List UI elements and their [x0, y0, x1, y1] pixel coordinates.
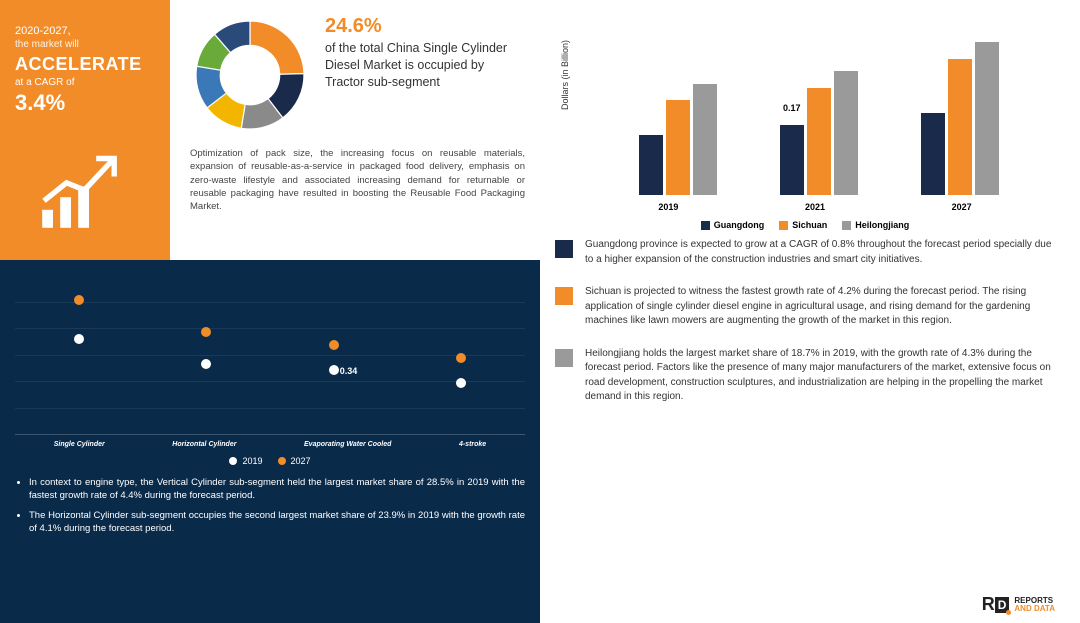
scatter-bullet: The Horizontal Cylinder sub-segment occu… — [29, 509, 525, 536]
donut-desc: of the total China Single Cylinder Diese… — [325, 40, 525, 91]
bullet-text: Guangdong province is expected to grow a… — [585, 238, 1055, 267]
accelerate-label: ACCELERATE — [15, 54, 155, 75]
scatter-point — [329, 365, 339, 375]
bullet-marker — [555, 349, 573, 367]
scatter-point — [74, 334, 84, 344]
scatter-point — [201, 359, 211, 369]
left-column: 2020-2027, the market will ACCELERATE at… — [0, 0, 540, 623]
bar-x-labels: 201920212027 — [595, 202, 1035, 212]
cagr-value: 3.4% — [15, 90, 155, 116]
logo-text: REPORTS AND DATA — [1014, 597, 1055, 613]
region-bullet: Guangdong province is expected to grow a… — [555, 238, 1055, 267]
region-bullets: Guangdong province is expected to grow a… — [555, 238, 1055, 613]
brand-logo: R D REPORTS AND DATA — [982, 594, 1055, 615]
bullet-marker — [555, 287, 573, 305]
bar-group — [921, 42, 999, 195]
scatter-bullet: In context to engine type, the Vertical … — [29, 476, 525, 503]
bar — [921, 113, 945, 196]
bar — [639, 135, 663, 195]
scatter-point — [329, 340, 339, 350]
logo-line2: AND DATA — [1014, 605, 1055, 613]
bar-group — [639, 84, 717, 195]
scatter-point — [456, 353, 466, 363]
cagr-label: at a CAGR of — [15, 77, 155, 88]
bullet-marker — [555, 240, 573, 258]
bar-legend-item: Sichuan — [779, 220, 827, 230]
region-bullet: Heilongjiang holds the largest market sh… — [555, 347, 1055, 405]
bar-group — [780, 71, 858, 195]
scatter-point — [201, 327, 211, 337]
bar-x-label: 2019 — [596, 202, 741, 212]
forecast-years: 2020-2027, — [15, 25, 155, 37]
donut-chart — [190, 15, 310, 135]
scatter-legend-item: 2019 — [229, 456, 262, 466]
cagr-panel: 2020-2027, the market will ACCELERATE at… — [0, 0, 170, 260]
bar-x-label: 2027 — [889, 202, 1034, 212]
bar-legend-item: Guangdong — [701, 220, 765, 230]
bar — [780, 125, 804, 195]
bar-chart: Dollars (in Billion) 0.17 201920212027 G… — [555, 20, 1055, 230]
scatter-legend: 2019 2027 — [15, 456, 525, 466]
donut-pct: 24.6% — [325, 15, 525, 38]
right-column: Dollars (in Billion) 0.17 201920212027 G… — [540, 0, 1080, 623]
bullet-text: Heilongjiang holds the largest market sh… — [585, 347, 1055, 405]
donut-caption: 24.6% of the total China Single Cylinder… — [325, 15, 525, 135]
region-bullet: Sichuan is projected to witness the fast… — [555, 285, 1055, 329]
bar — [975, 42, 999, 195]
scatter-legend-item: 2027 — [278, 456, 311, 466]
market-will-label: the market will — [15, 39, 155, 50]
infographic-container: 2020-2027, the market will ACCELERATE at… — [0, 0, 1080, 623]
growth-arrow-icon — [35, 145, 125, 235]
logo-d-icon: D — [995, 597, 1010, 613]
bar — [948, 59, 972, 195]
scatter-point — [74, 295, 84, 305]
scatter-annotation: 0.34 — [340, 366, 358, 376]
scatter-point — [456, 378, 466, 388]
donut-row: 24.6% of the total China Single Cylinder… — [190, 15, 525, 135]
scatter-category-label: 4-stroke — [459, 441, 486, 448]
scatter-chart: 0.34 — [15, 275, 525, 435]
bar-plot-area: 0.17 — [595, 30, 1035, 195]
logo-mark: R D — [982, 594, 1010, 615]
bar-x-label: 2021 — [742, 202, 887, 212]
scatter-category-label: Single Cylinder — [54, 441, 105, 448]
scatter-panel: 0.34 Single Cylinder Horizontal Cylinder E… — [0, 260, 540, 623]
optimization-paragraph: Optimization of pack size, the increasin… — [190, 147, 525, 213]
bar — [807, 88, 831, 195]
bar — [693, 84, 717, 195]
bar-legend: Guangdong Sichuan Heilongjiang — [555, 220, 1055, 230]
bar — [834, 71, 858, 195]
scatter-category-label: Evaporating Water Cooled — [304, 441, 391, 448]
scatter-category-label: Horizontal Cylinder — [172, 441, 236, 448]
bullet-text: Sichuan is projected to witness the fast… — [585, 285, 1055, 329]
scatter-bullet-list: In context to engine type, the Vertical … — [15, 476, 525, 541]
donut-section: 24.6% of the total China Single Cylinder… — [170, 0, 540, 260]
bar-y-axis-label: Dollars (in Billion) — [560, 40, 570, 110]
bar-legend-item: Heilongjiang — [842, 220, 909, 230]
top-left-row: 2020-2027, the market will ACCELERATE at… — [0, 0, 540, 260]
bar — [666, 100, 690, 195]
logo-r-icon: R — [982, 594, 995, 615]
scatter-x-labels: Single Cylinder Horizontal Cylinder Evapor… — [15, 441, 525, 448]
